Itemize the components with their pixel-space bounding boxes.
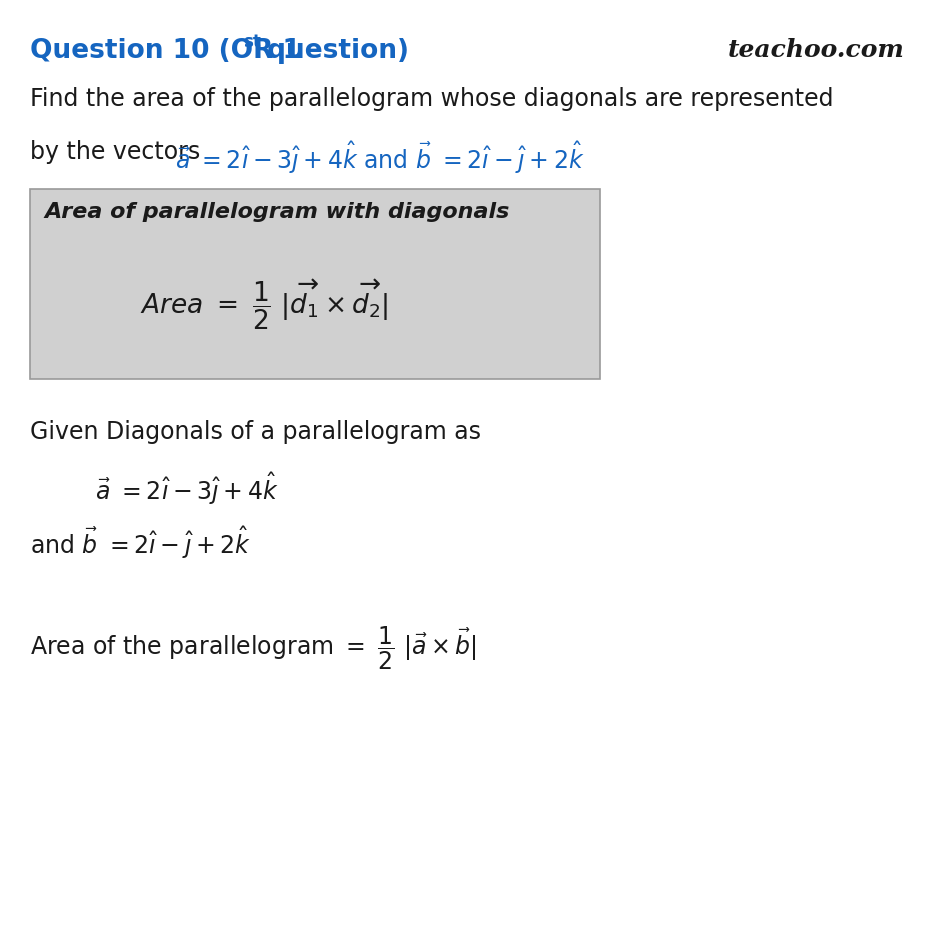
Text: $\vec{a}$ $= 2\hat{\imath} - 3\hat{\jmath} + 4\hat{k}$: $\vec{a}$ $= 2\hat{\imath} - 3\hat{\jmat…: [95, 470, 278, 507]
Text: $\mathit{Area}\ =\ \dfrac{1}{2}\ |\overrightarrow{d_1} \times \overrightarrow{d_: $\mathit{Area}\ =\ \dfrac{1}{2}\ |\overr…: [140, 278, 388, 332]
Text: st: st: [243, 33, 261, 51]
Text: Area of parallelogram with diagonals: Area of parallelogram with diagonals: [44, 202, 509, 222]
Text: Given Diagonals of a parallelogram as: Given Diagonals of a parallelogram as: [30, 419, 480, 444]
Text: Find the area of the parallelogram whose diagonals are represented: Find the area of the parallelogram whose…: [30, 87, 833, 110]
Text: question): question): [258, 38, 409, 64]
Text: Question 10 (OR 1: Question 10 (OR 1: [30, 38, 301, 64]
Text: $\vec{a}$ $= 2\hat{\imath} - 3\hat{\jmath} + 4\hat{k}$ and $\vec{b}$ $= 2\hat{\i: $\vec{a}$ $= 2\hat{\imath} - 3\hat{\jmat…: [175, 140, 584, 177]
Text: by the vectors: by the vectors: [30, 140, 208, 164]
Text: and $\vec{b}$ $= 2\hat{\imath} - \hat{\jmath} + 2\hat{k}$: and $\vec{b}$ $= 2\hat{\imath} - \hat{\j…: [30, 525, 251, 561]
Text: Area of the parallelogram $=\ \dfrac{1}{2}\ |\vec{a} \times \vec{b}|$: Area of the parallelogram $=\ \dfrac{1}{…: [30, 624, 477, 672]
Text: teachoo.com: teachoo.com: [728, 38, 904, 62]
FancyBboxPatch shape: [30, 190, 599, 379]
